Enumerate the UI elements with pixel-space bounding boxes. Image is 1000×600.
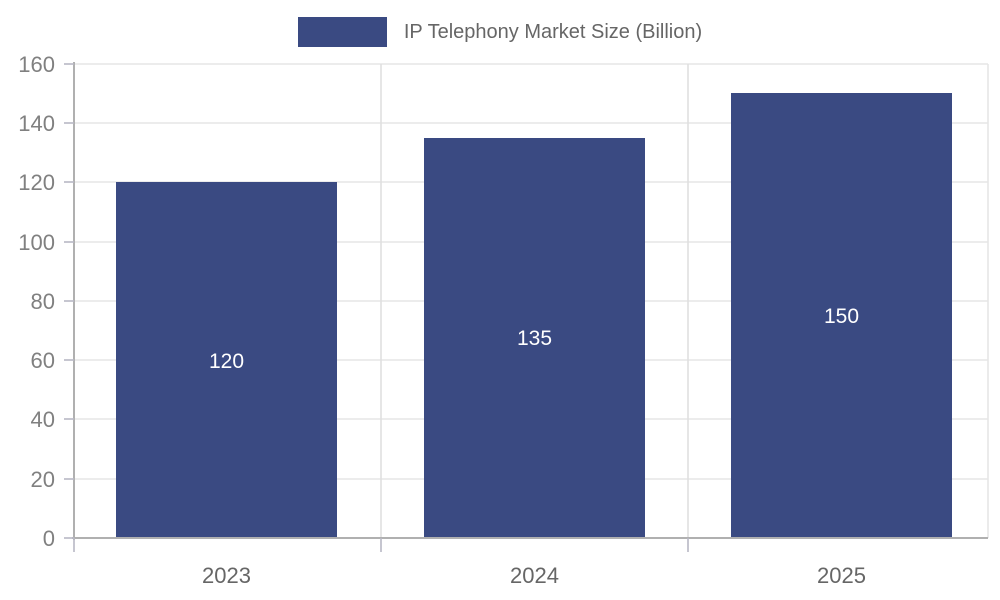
bar-2024[interactable] — [424, 138, 645, 538]
category-dividers — [380, 64, 689, 538]
y-tick-label: 100 — [18, 230, 55, 255]
bar-2025[interactable] — [731, 93, 952, 538]
x-tick-label-2023: 2023 — [202, 563, 251, 588]
y-tick-label: 60 — [31, 348, 55, 373]
y-tick-label: 40 — [31, 407, 55, 432]
y-tick-label: 20 — [31, 467, 55, 492]
x-tick-marks — [73, 538, 689, 552]
legend-item-label: IP Telephony Market Size (Billion) — [403, 21, 703, 43]
x-tick-label-2024: 2024 — [510, 563, 559, 588]
bar-value-labels: 120 135 150 — [209, 305, 859, 373]
y-tick-label: 140 — [18, 111, 55, 136]
y-tick-label: 0 — [43, 526, 55, 551]
y-tick-marks — [64, 63, 74, 539]
x-tick-label-2025: 2025 — [817, 563, 866, 588]
chart-legend: IP Telephony Market Size (Billion) — [0, 14, 1000, 50]
y-tick-label: 120 — [18, 170, 55, 195]
legend-color-swatch-icon — [297, 17, 387, 47]
bar-value-label-2024: 135 — [517, 327, 552, 350]
legend-item-ip-telephony-market-size[interactable]: IP Telephony Market Size (Billion) — [297, 17, 703, 47]
bar-series-ip-telephony-market-size — [116, 93, 952, 538]
y-tick-label: 80 — [31, 289, 55, 314]
bar-2023[interactable] — [116, 182, 337, 538]
x-axis-tick-labels: 2023 2024 2025 — [202, 563, 866, 588]
bar-value-label-2025: 150 — [824, 305, 859, 328]
y-tick-label: 160 — [18, 52, 55, 77]
y-axis-tick-labels: 160 140 120 100 80 60 40 20 0 — [18, 52, 55, 551]
bar-value-label-2023: 120 — [209, 350, 244, 373]
